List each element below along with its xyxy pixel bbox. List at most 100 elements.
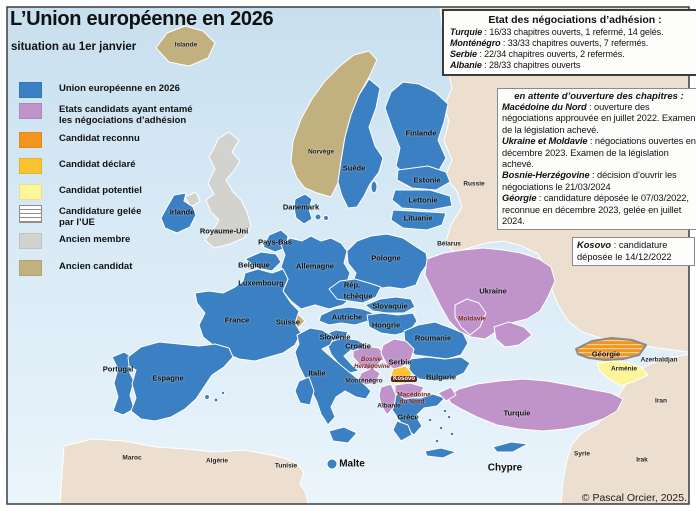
- country-label-malte: Malte: [339, 458, 365, 470]
- country-label-slovenie: Slovénie: [319, 332, 351, 342]
- waiting-entry-georgia: Géorgie : candidature déposée le 07/03/2…: [502, 193, 689, 227]
- country-label-slovaquie: Slovaquie: [372, 301, 408, 311]
- country-label-pologne: Pologne: [371, 253, 401, 263]
- legend-swatch-former-candidate: [19, 260, 42, 276]
- country-armenia: [596, 360, 649, 387]
- country-label-croatie: Croatie: [345, 341, 371, 351]
- legend-swatch-eu: [19, 82, 42, 98]
- country-label-tunisie: Tunisie: [274, 462, 298, 470]
- country-label-serbie: Serbie: [388, 357, 412, 367]
- country-hungary: [366, 312, 418, 336]
- country-albania: [378, 383, 397, 416]
- country-label-bosnie: Bosnie-: [360, 357, 384, 363]
- country-france: [194, 268, 302, 362]
- legend-label: Candidature gelée par l’UE: [59, 206, 142, 228]
- waiting-box-title: en attente d’ouverture des chapitres :: [514, 91, 684, 102]
- country-latvia: [391, 189, 453, 211]
- aegean-island: [442, 408, 448, 414]
- region-northern-ireland: [184, 191, 201, 208]
- country-label-lettonie: Lettonie: [408, 195, 438, 205]
- negotiation-line-montenegro: Monténégro : 33/33 chapitres ouverts, 7 …: [450, 38, 649, 48]
- aegean-island: [434, 438, 440, 444]
- country-label-portugal: Portugal: [102, 364, 134, 374]
- country-label-algerie: Algérie: [205, 457, 229, 465]
- country-montenegro: [358, 367, 381, 386]
- legend-label: Candidat reconnu: [59, 133, 140, 144]
- country-label-suede: Suède: [342, 163, 366, 173]
- island-balearic: [213, 397, 219, 403]
- legend-item-potential: Candidat potentiel: [19, 184, 142, 200]
- country-label-herzegovine: Herzégovine: [354, 364, 390, 370]
- country-label-finlande: Finlande: [405, 128, 437, 138]
- country-label-macedoine: Macédoine: [397, 391, 431, 399]
- waiting-entry-bosnia: Bosnie-Herzégovine : décision d’ouvrir l…: [502, 170, 677, 192]
- country-belgium: [244, 251, 282, 272]
- legend-item-eu: Union européenne en 2026: [19, 82, 180, 98]
- island-malta: [326, 458, 338, 470]
- country-serbia: [380, 338, 415, 372]
- legend-item-former-candidate: Ancien candidat: [19, 260, 132, 276]
- aegean-island: [446, 414, 452, 420]
- country-label-irak: Irak: [636, 456, 648, 464]
- waiting-chapters-box: en attente d’ouverture des chapitres : M…: [497, 88, 696, 231]
- country-label-autriche: Autriche: [331, 312, 363, 322]
- country-label-irlande: Irlande: [169, 207, 195, 217]
- country-label-belgique: Belgique: [238, 260, 270, 270]
- kosovo-box: Kosovo : candidature déposée le 14/12/20…: [572, 237, 695, 266]
- country-label-allemagne: Allemagne: [296, 261, 334, 271]
- aegean-island: [449, 431, 455, 437]
- negotiation-line-turkey: Turquie : 16/33 chapitres ouverts, 1 ref…: [450, 27, 664, 37]
- country-czechia: [328, 278, 382, 304]
- island-crete: [424, 447, 457, 459]
- legend-label: Candidat déclaré: [59, 159, 136, 170]
- waiting-entry-ukraine-moldova: Ukraine et Moldavie : négociations ouver…: [502, 136, 696, 170]
- country-label-azerbaidjan: Azerbaïdjan: [640, 356, 678, 364]
- country-label-luxembourg: Luxembourg: [238, 278, 284, 288]
- country-label-pays-bas: Pays-Bas: [258, 237, 292, 247]
- country-ireland: [160, 192, 197, 234]
- legend-swatch-frozen: [19, 205, 42, 223]
- legend-label: Ancien candidat: [59, 261, 133, 272]
- country-norway: [290, 50, 378, 198]
- country-label-royaume-uni: Royaume-Uni: [199, 226, 249, 236]
- page-title: L’Union européenne en 2026: [10, 8, 274, 30]
- legend-item-former-member: Ancien membre: [19, 233, 130, 249]
- region-peloponnese: [392, 420, 413, 442]
- country-label-islande: Islande: [174, 41, 198, 49]
- legend-swatch-former-member: [19, 233, 42, 249]
- country-slovakia: [364, 296, 416, 314]
- country-romania: [403, 321, 469, 360]
- country-label-rep: Rép.: [343, 280, 361, 290]
- country-label-chypre: Chypre: [487, 462, 523, 474]
- country-label-italie: Italie: [308, 368, 326, 378]
- negotiations-box-title: Etat des négociations d’adhésion :: [488, 14, 662, 26]
- country-label-ukraine: Ukraine: [479, 286, 507, 296]
- country-label-iran: Iran: [655, 397, 667, 405]
- legend-swatch-potential: [19, 184, 42, 200]
- country-label-maroc: Maroc: [122, 454, 142, 462]
- legend-label: Etats candidats ayant entamé les négocia…: [59, 104, 193, 126]
- legend-item-negotiating: Etats candidats ayant entamé les négocia…: [19, 103, 193, 126]
- island-sicily: [328, 426, 358, 444]
- island-balearic: [204, 394, 210, 400]
- country-finland: [384, 81, 449, 181]
- aegean-island: [438, 425, 444, 431]
- copyright-notice: © Pascal Orcier, 2025.: [581, 492, 687, 504]
- legend-label: Candidat potentiel: [59, 185, 142, 196]
- page-subtitle: situation au 1er janvier: [11, 41, 137, 53]
- region-middle-east: [560, 353, 689, 504]
- country-turkey: [446, 378, 624, 432]
- region-crimea: [493, 321, 533, 348]
- island-gotland: [370, 180, 378, 194]
- country-label-tcheque: tchèque: [343, 291, 373, 301]
- country-estonia: [396, 165, 451, 191]
- island-sardinia: [294, 376, 315, 406]
- country-lithuania: [390, 209, 447, 231]
- legend-swatch-recognized: [19, 132, 42, 148]
- country-label-syrie: Syrie: [574, 450, 590, 458]
- country-sweden: [337, 78, 384, 209]
- legend-swatch-declared: [19, 158, 42, 174]
- waiting-entry-north-macedonia: Macédoine du Nord : ouverture des négoci…: [502, 102, 696, 135]
- negotiation-line-serbia: Serbie : 22/34 chapitres ouverts, 2 refe…: [450, 49, 625, 59]
- country-label-turquie: Turquie: [503, 408, 531, 418]
